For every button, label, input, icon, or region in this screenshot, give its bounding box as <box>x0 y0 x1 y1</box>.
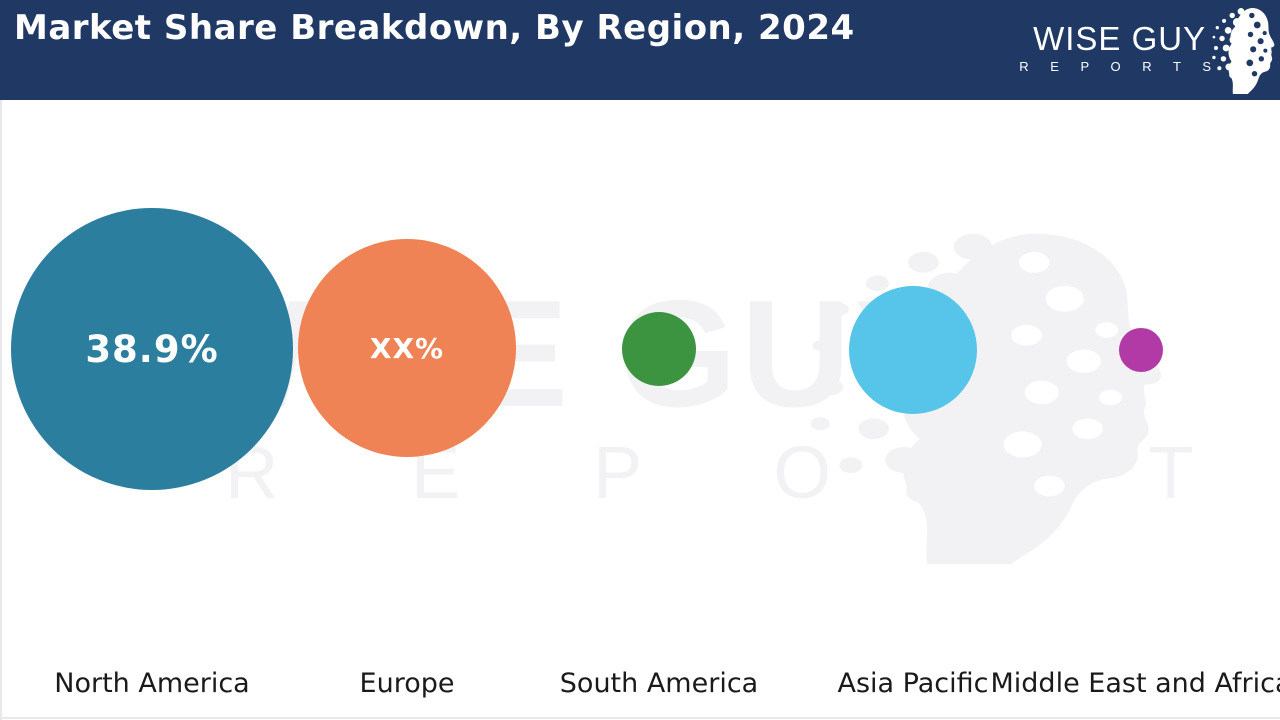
logo-wordmark: WISE GUY R E P O R T S <box>1019 22 1220 74</box>
bubble-middle-east-and-africa <box>1119 328 1163 372</box>
logo-wordmark-line2: R E P O R T S <box>1019 59 1220 74</box>
category-label-europe: Europe <box>359 668 455 699</box>
bubble-europe: XX% <box>298 239 516 457</box>
wise-guy-reports-logo: WISE GUY R E P O R T S <box>1019 6 1278 94</box>
bubble-south-america <box>622 312 696 386</box>
bubble-value-europe: XX% <box>369 331 445 365</box>
logo-face-icon <box>1212 7 1275 94</box>
x-axis-line <box>0 717 1280 719</box>
category-label-asia-pacific: Asia Pacific <box>837 668 989 699</box>
page-title: Market Share Breakdown, By Region, 2024 <box>14 8 855 48</box>
title-bar: Market Share Breakdown, By Region, 2024 … <box>0 0 1280 100</box>
y-axis-line <box>0 100 2 720</box>
bubble-asia-pacific <box>849 286 977 414</box>
logo-wordmark-line1: WISE GUY <box>1033 20 1207 57</box>
category-label-middle-east-and-africa: Middle East and Africa <box>990 668 1280 699</box>
category-label-north-america: North America <box>54 668 250 699</box>
bubble-north-america: 38.9% <box>11 208 293 490</box>
category-label-south-america: South America <box>559 668 759 699</box>
bubble-value-north-america: 38.9% <box>85 327 219 371</box>
